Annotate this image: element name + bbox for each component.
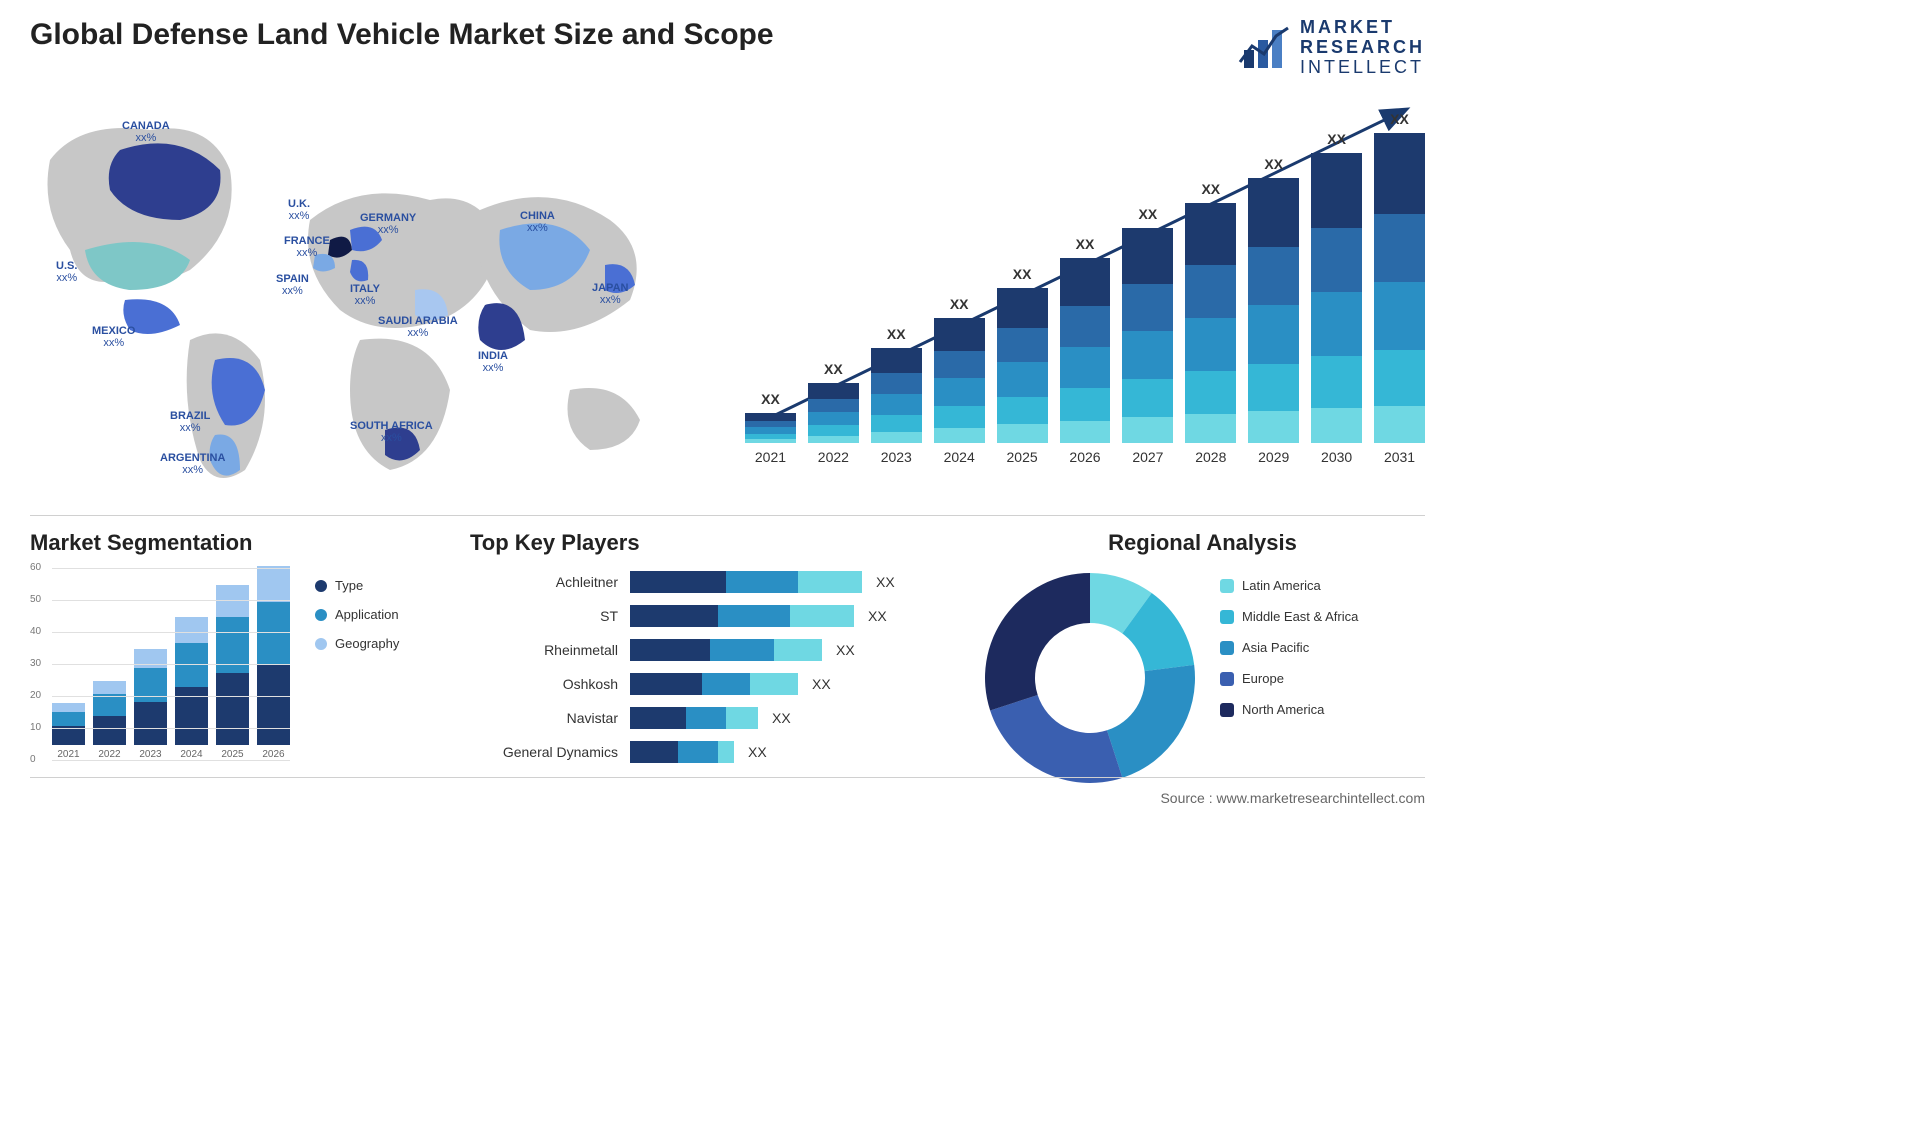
map-label: SOUTH AFRICAxx% bbox=[350, 420, 433, 444]
divider-bottom bbox=[30, 777, 1425, 778]
regional-legend: Latin America Middle East & Africa Asia Pa… bbox=[1220, 578, 1358, 733]
legend-item: Geography bbox=[315, 636, 399, 651]
player-row: NavistarXX bbox=[470, 704, 940, 732]
legend-item: Middle East & Africa bbox=[1220, 609, 1358, 624]
player-row: OshkoshXX bbox=[470, 670, 940, 698]
segmentation-bar: 2025 bbox=[216, 585, 249, 760]
source-text: Source : www.marketresearchintellect.com bbox=[1160, 790, 1425, 806]
segmentation-chart: 202120222023202420252026 0102030405060 bbox=[30, 568, 290, 778]
growth-bar: XX2025 bbox=[997, 266, 1048, 465]
growth-bar: XX2027 bbox=[1122, 206, 1173, 465]
growth-bar: XX2026 bbox=[1060, 236, 1111, 465]
segmentation-title: Market Segmentation bbox=[30, 530, 430, 556]
segmentation-bar: 2021 bbox=[52, 703, 85, 760]
logo-icon bbox=[1238, 24, 1290, 72]
map-label: U.K.xx% bbox=[288, 198, 310, 222]
map-label: GERMANYxx% bbox=[360, 212, 416, 236]
page-title: Global Defense Land Vehicle Market Size … bbox=[30, 18, 774, 52]
growth-bar: XX2023 bbox=[871, 326, 922, 465]
logo-text: MARKET RESEARCH INTELLECT bbox=[1300, 18, 1425, 77]
growth-chart: XX2021XX2022XX2023XX2024XX2025XX2026XX20… bbox=[745, 90, 1425, 490]
donut-segment bbox=[990, 695, 1122, 783]
map-label: BRAZILxx% bbox=[170, 410, 210, 434]
map-label: SAUDI ARABIAxx% bbox=[378, 315, 458, 339]
regional-donut bbox=[980, 568, 1200, 788]
donut-segment bbox=[1107, 665, 1195, 778]
players-title: Top Key Players bbox=[470, 530, 940, 556]
growth-bar: XX2028 bbox=[1185, 181, 1236, 465]
world-map: CANADAxx% U.S.xx% MEXICOxx% BRAZILxx% ARGENT… bbox=[30, 90, 670, 500]
segmentation-bar: 2026 bbox=[257, 566, 290, 760]
segmentation-bar: 2024 bbox=[175, 617, 208, 760]
legend-item: North America bbox=[1220, 702, 1358, 717]
players-panel: Top Key Players AchleitnerXX STXX Rheinmet… bbox=[470, 530, 940, 790]
map-label: JAPANxx% bbox=[592, 282, 628, 306]
regional-title: Regional Analysis bbox=[980, 530, 1425, 556]
growth-bar: XX2022 bbox=[808, 361, 859, 465]
legend-item: Europe bbox=[1220, 671, 1358, 686]
players-chart: AchleitnerXX STXX RheinmetallXX OshkoshXX Na… bbox=[470, 568, 940, 766]
legend-item: Type bbox=[315, 578, 399, 593]
segmentation-panel: Market Segmentation 20212022202320242025… bbox=[30, 530, 430, 790]
map-label: CHINAxx% bbox=[520, 210, 555, 234]
player-row: General DynamicsXX bbox=[470, 738, 940, 766]
growth-bar: XX2031 bbox=[1374, 111, 1425, 465]
growth-bar: XX2030 bbox=[1311, 131, 1362, 465]
growth-bar: XX2029 bbox=[1248, 156, 1299, 465]
legend-item: Latin America bbox=[1220, 578, 1358, 593]
map-label: INDIAxx% bbox=[478, 350, 508, 374]
legend-item: Asia Pacific bbox=[1220, 640, 1358, 655]
player-row: RheinmetallXX bbox=[470, 636, 940, 664]
legend-item: Application bbox=[315, 607, 399, 622]
map-label: CANADAxx% bbox=[122, 120, 170, 144]
player-row: STXX bbox=[470, 602, 940, 630]
map-label: SPAINxx% bbox=[276, 273, 309, 297]
growth-bar: XX2024 bbox=[934, 296, 985, 465]
divider bbox=[30, 515, 1425, 516]
map-label: FRANCExx% bbox=[284, 235, 330, 259]
player-row: AchleitnerXX bbox=[470, 568, 940, 596]
map-label: ARGENTINAxx% bbox=[160, 452, 225, 476]
segmentation-bar: 2023 bbox=[134, 649, 167, 760]
growth-bar: XX2021 bbox=[745, 391, 796, 465]
map-label: MEXICOxx% bbox=[92, 325, 135, 349]
map-label: U.S.xx% bbox=[56, 260, 77, 284]
logo: MARKET RESEARCH INTELLECT bbox=[1238, 18, 1425, 77]
regional-panel: Regional Analysis Latin America Middle Ea… bbox=[980, 530, 1425, 790]
segmentation-legend: Type Application Geography bbox=[315, 578, 399, 665]
segmentation-bar: 2022 bbox=[93, 681, 126, 760]
map-label: ITALYxx% bbox=[350, 283, 380, 307]
donut-segment bbox=[985, 573, 1090, 710]
